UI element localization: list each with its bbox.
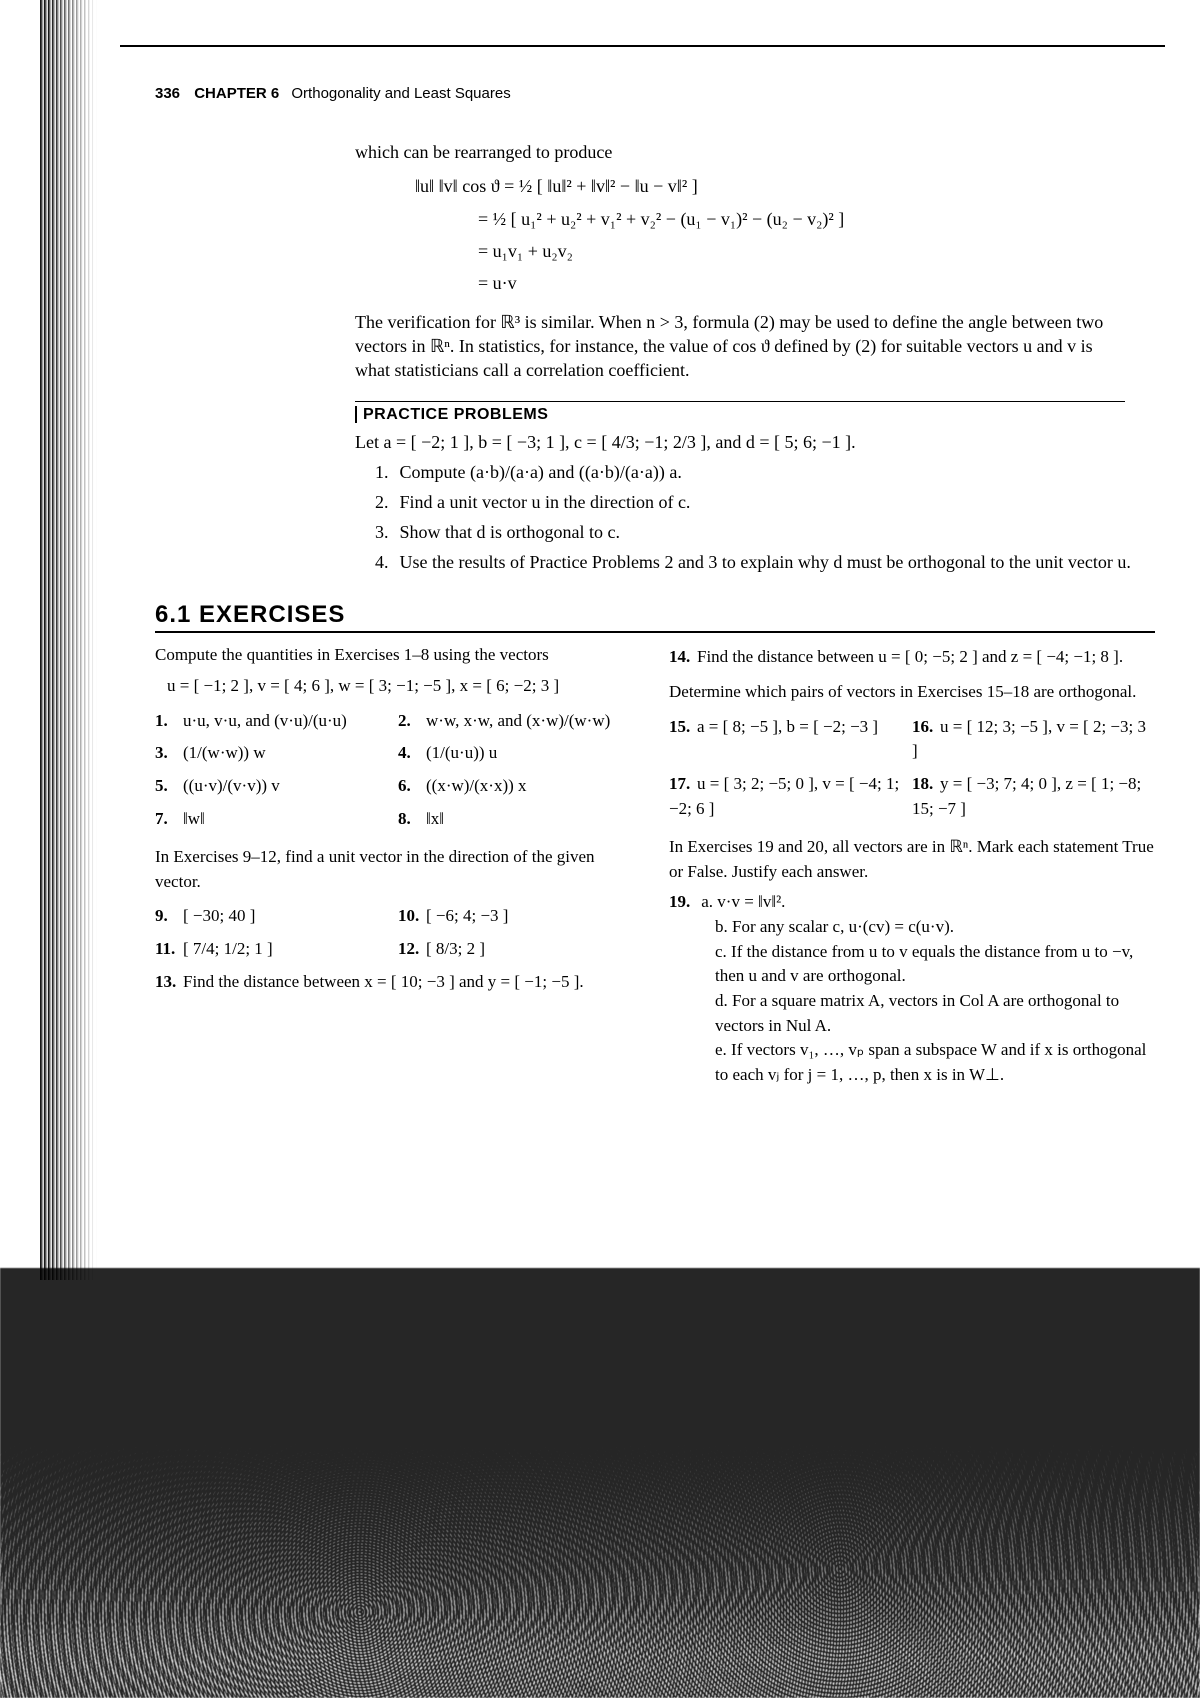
ex-11: 11.[ 7/4; 1/2; 1 ] — [155, 937, 398, 962]
ex-7: 7.‖w‖ — [155, 807, 398, 832]
practice-item: Compute (a·b)/(a·a) and ((a·b)/(a·a)) a. — [400, 462, 682, 482]
ex-text: [ 8/3; 2 ] — [426, 939, 485, 958]
content: 336 CHAPTER 6 Orthogonality and Least Sq… — [155, 85, 1155, 1092]
ex-text: [ 7/4; 1/2; 1 ] — [183, 939, 273, 958]
ex-text: a = [ 8; −5 ], b = [ −2; −3 ] — [697, 717, 878, 736]
ex-text: ‖x‖ — [426, 809, 444, 828]
ex-12: 12.[ 8/3; 2 ] — [398, 937, 641, 962]
ex-3: 3.(1/(w·w)) w — [155, 741, 398, 766]
chapter-label: CHAPTER 6 — [194, 85, 279, 102]
ex-8: 8.‖x‖ — [398, 807, 641, 832]
top-rule — [120, 45, 1165, 47]
exercises-head: 6.1 EXERCISES — [155, 601, 1155, 629]
book-spine-shadow — [40, 0, 110, 1280]
practice-3: 3. Show that d is orthogonal to c. — [375, 519, 1135, 545]
ex-text: (1/(w·w)) w — [183, 743, 266, 762]
ex-text: [ −6; 4; −3 ] — [426, 906, 508, 925]
colB-intro: Determine which pairs of vectors in Exer… — [669, 680, 1155, 705]
ex-6: 6.((x·w)/(x·x)) x — [398, 774, 641, 799]
ex-text: Find the distance between u = [ 0; −5; 2… — [697, 647, 1123, 666]
ex-19: 19. a. v·v = ‖v‖². b. For any scalar c, … — [669, 890, 1155, 1087]
colA-intro: Compute the quantities in Exercises 1–8 … — [155, 643, 641, 668]
ex-13: 13.Find the distance between x = [ 10; −… — [155, 970, 641, 995]
ex-sub: c. If the distance from u to v equals th… — [715, 940, 1155, 989]
ex-text: y = [ −3; 7; 4; 0 ], z = [ 1; −8; 15; −7… — [912, 774, 1141, 818]
running-head: 336 CHAPTER 6 Orthogonality and Least Sq… — [155, 85, 1155, 102]
practice-item: Use the results of Practice Problems 2 a… — [400, 552, 1131, 572]
practice-2: 2. Find a unit vector u in the direction… — [375, 489, 1135, 515]
page-number: 336 — [155, 85, 180, 102]
ex-17: 17.u = [ 3; 2; −5; 0 ], v = [ −4; 1; −2;… — [669, 772, 912, 821]
derivation: ‖u‖ ‖v‖ cos ϑ = ½ [ ‖u‖² + ‖v‖² − ‖u − v… — [415, 170, 1125, 300]
practice-1: 1. Compute (a·b)/(a·a) and ((a·b)/(a·a))… — [375, 459, 1135, 485]
colA-intro2: In Exercises 9–12, find a unit vector in… — [155, 845, 641, 894]
practice-bar: PRACTICE PROBLEMS — [355, 401, 1125, 424]
ex-9: 9.[ −30; 40 ] — [155, 904, 398, 929]
practice-4: 4. Use the results of Practice Problems … — [375, 549, 1135, 575]
ex-text: u = [ 3; 2; −5; 0 ], v = [ −4; 1; −2; 6 … — [669, 774, 899, 818]
ex-18: 18.y = [ −3; 7; 4; 0 ], z = [ 1; −8; 15;… — [912, 772, 1155, 821]
ex-4: 4.(1/(u·u)) u — [398, 741, 641, 766]
practice-let: Let a = [ −2; 1 ], b = [ −3; 1 ], c = [ … — [355, 430, 1135, 455]
ex-10: 10.[ −6; 4; −3 ] — [398, 904, 641, 929]
col-left: Compute the quantities in Exercises 1–8 … — [155, 641, 641, 1091]
ex-text: ‖w‖ — [183, 809, 205, 828]
practice-item: Show that d is orthogonal to c. — [400, 522, 620, 542]
ex-5: 5.((u·v)/(v·v)) v — [155, 774, 398, 799]
ex-text: Find the distance between x = [ 10; −3 ]… — [183, 972, 584, 991]
lead-in: which can be rearranged to produce — [355, 140, 1125, 164]
exercises-columns: Compute the quantities in Exercises 1–8 … — [155, 641, 1155, 1091]
practice-item: Find a unit vector u in the direction of… — [400, 492, 691, 512]
colB-intro2: In Exercises 19 and 20, all vectors are … — [669, 835, 1155, 884]
ex-text: u = [ 12; 3; −5 ], v = [ 2; −3; 3 ] — [912, 717, 1146, 761]
colA-vectors: u = [ −1; 2 ], v = [ 4; 6 ], w = [ 3; −1… — [167, 674, 641, 699]
practice-label: PRACTICE PROBLEMS — [355, 406, 548, 423]
exercises-rule — [155, 631, 1155, 633]
ex-sub: b. For any scalar c, u·(cv) = c(u·v). — [715, 915, 1155, 940]
ex-text: [ −30; 40 ] — [183, 906, 255, 925]
deriv-line: ‖u‖ ‖v‖ cos ϑ = ½ [ ‖u‖² + ‖v‖² − ‖u − v… — [415, 176, 698, 196]
ex-2: 2.w·w, x·w, and (x·w)/(w·w) — [398, 709, 641, 734]
photocopy-noise — [0, 1268, 1200, 1698]
ex-text: w·w, x·w, and (x·w)/(w·w) — [426, 711, 610, 730]
ex-1: 1.u·u, v·u, and (v·u)/(u·u) — [155, 709, 398, 734]
deriv-line: = u·v — [415, 273, 517, 293]
ex-text: u·u, v·u, and (v·u)/(u·u) — [183, 711, 347, 730]
deriv-line: = u₁v₁ + u₂v₂ — [415, 241, 573, 261]
col-right: 14.Find the distance between u = [ 0; −5… — [669, 641, 1155, 1091]
ex-text: (1/(u·u)) u — [426, 743, 497, 762]
ex-sub: e. If vectors v₁, …, vₚ span a subspace … — [715, 1038, 1155, 1087]
ex-sub: d. For a square matrix A, vectors in Col… — [715, 989, 1155, 1038]
ex-text: ((u·v)/(v·v)) v — [183, 776, 280, 795]
deriv-line: = ½ [ u₁² + u₂² + v₁² + v₂² − (u₁ − v₁)²… — [415, 209, 844, 229]
page: 336 CHAPTER 6 Orthogonality and Least Sq… — [0, 0, 1200, 1698]
chapter-title: Orthogonality and Least Squares — [291, 85, 510, 102]
follow-para: The verification for ℝ³ is similar. When… — [355, 310, 1125, 383]
ex-text: ((x·w)/(x·x)) x — [426, 776, 527, 795]
ex-15: 15.a = [ 8; −5 ], b = [ −2; −3 ] — [669, 715, 912, 764]
ex-14: 14.Find the distance between u = [ 0; −5… — [669, 645, 1155, 670]
ex-text: a. v·v = ‖v‖². — [701, 892, 785, 911]
ex-16: 16.u = [ 12; 3; −5 ], v = [ 2; −3; 3 ] — [912, 715, 1155, 764]
